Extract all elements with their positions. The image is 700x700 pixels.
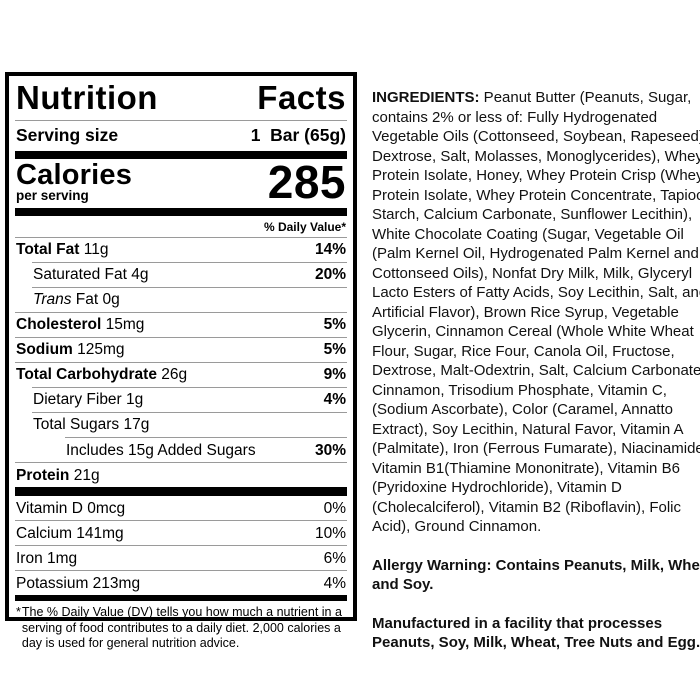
- nutrient-name: Trans Fat 0g: [33, 291, 120, 309]
- nutrient-rows: Total Fat 11g 14% Saturated Fat 4g 20% T…: [15, 236, 347, 487]
- nutrient-name: Protein 21g: [16, 466, 100, 484]
- nutrient-dv: 5%: [323, 341, 346, 359]
- nutrient-row-total-sugars: Total Sugars 17g: [32, 411, 347, 437]
- nutrient-dv: 4%: [323, 391, 346, 409]
- allergy-warning: Allergy Warning: Contains Peanuts, Milk,…: [372, 556, 700, 594]
- vitamin-name: Vitamin D 0mcg: [16, 499, 126, 517]
- vitamin-dv: 4%: [323, 574, 346, 592]
- label-title-word1: Nutrition: [16, 79, 158, 116]
- daily-value-header: % Daily Value*: [263, 219, 346, 234]
- divider-bar-thick: [15, 487, 347, 497]
- vitamin-dv: 0%: [323, 499, 346, 517]
- calories-row: Calories per serving 285: [15, 159, 347, 208]
- nutrient-name: Total Sugars 17g: [33, 416, 150, 434]
- nutrient-row-sodium: Sodium 125mg 5%: [15, 336, 347, 362]
- divider-bar-medium: [15, 595, 347, 602]
- footnote-asterisk: *: [16, 605, 21, 620]
- nutrient-dv: 14%: [314, 241, 346, 259]
- label-title-word2: Facts: [257, 79, 346, 116]
- vitamin-name: Calcium 141mg: [16, 524, 124, 542]
- vitamin-row-calcium: Calcium 141mg 10%: [15, 520, 347, 545]
- nutrient-name: Total Fat 11g: [16, 241, 109, 259]
- serving-size-value: 1 Bar (65g): [250, 124, 346, 145]
- nutrient-row-dietary-fiber: Dietary Fiber 1g 4%: [32, 386, 347, 412]
- footnote-text: The % Daily Value (DV) tells you how muc…: [21, 605, 342, 650]
- nutrient-name: Saturated Fat 4g: [33, 266, 149, 284]
- vitamin-row-iron: Iron 1mg 6%: [15, 545, 347, 570]
- vitamin-dv: 6%: [323, 549, 346, 567]
- nutrient-dv: 9%: [323, 366, 346, 384]
- nutrient-name: Cholesterol 15mg: [16, 316, 145, 334]
- divider-bar-thick: [15, 150, 347, 159]
- vitamin-name: Iron 1mg: [16, 549, 78, 567]
- nutrient-row-total-carbohydrate: Total Carbohydrate 26g 9%: [15, 361, 347, 387]
- nutrient-row-total-fat: Total Fat 11g 14%: [15, 236, 347, 262]
- nutrient-name: Total Carbohydrate 26g: [16, 366, 188, 384]
- nutrient-dv: 30%: [314, 441, 346, 459]
- manufactured-note: Manufactured in a facility that processe…: [372, 614, 700, 652]
- vitamin-row-potassium: Potassium 213mg 4%: [15, 570, 347, 595]
- nutrient-row-cholesterol: Cholesterol 15mg 5%: [15, 311, 347, 337]
- nutrient-row-trans-fat: Trans Fat 0g: [32, 286, 347, 312]
- nutrient-row-added-sugars: Includes 15g Added Sugars 30%: [65, 437, 347, 462]
- ingredients-heading: INGREDIENTS:: [372, 89, 480, 106]
- nutrient-dv: 5%: [323, 316, 346, 334]
- nutrient-name: Sodium 125mg: [16, 341, 125, 359]
- calories-value: 285: [267, 156, 346, 209]
- vitamin-dv: 10%: [314, 524, 346, 542]
- vitamin-name: Potassium 213mg: [16, 574, 141, 592]
- ingredients-panel: INGREDIENTS: Peanut Butter (Peanuts, Sug…: [372, 88, 700, 672]
- vitamin-row-vitamin-d: Vitamin D 0mcg 0%: [15, 496, 347, 520]
- label-title: Nutrition Facts: [15, 78, 347, 121]
- nutrient-row-saturated-fat: Saturated Fat 4g 20%: [32, 261, 347, 287]
- ingredients-paragraph: INGREDIENTS: Peanut Butter (Peanuts, Sug…: [372, 88, 700, 537]
- calories-subtext: per serving: [16, 188, 89, 204]
- footnote: * The % Daily Value (DV) tells you how m…: [15, 601, 347, 651]
- serving-size-row: Serving size 1 Bar (65g): [15, 121, 347, 151]
- vitamin-rows: Vitamin D 0mcg 0% Calcium 141mg 10% Iron…: [15, 496, 347, 595]
- calories-label: Calories: [16, 158, 133, 191]
- nutrient-name: Dietary Fiber 1g: [33, 391, 144, 409]
- calories-label-block: Calories per serving: [16, 158, 133, 204]
- nutrient-name: Includes 15g Added Sugars: [66, 441, 256, 459]
- divider-bar-thick: [15, 207, 347, 216]
- nutrition-facts-label: Nutrition Facts Serving size 1 Bar (65g)…: [5, 72, 357, 650]
- serving-size-label: Serving size: [16, 124, 119, 145]
- ingredients-text: Peanut Butter (Peanuts, Sugar, contains …: [372, 89, 700, 535]
- nutrient-row-protein: Protein 21g: [15, 462, 347, 487]
- nutrient-dv: 20%: [314, 266, 346, 284]
